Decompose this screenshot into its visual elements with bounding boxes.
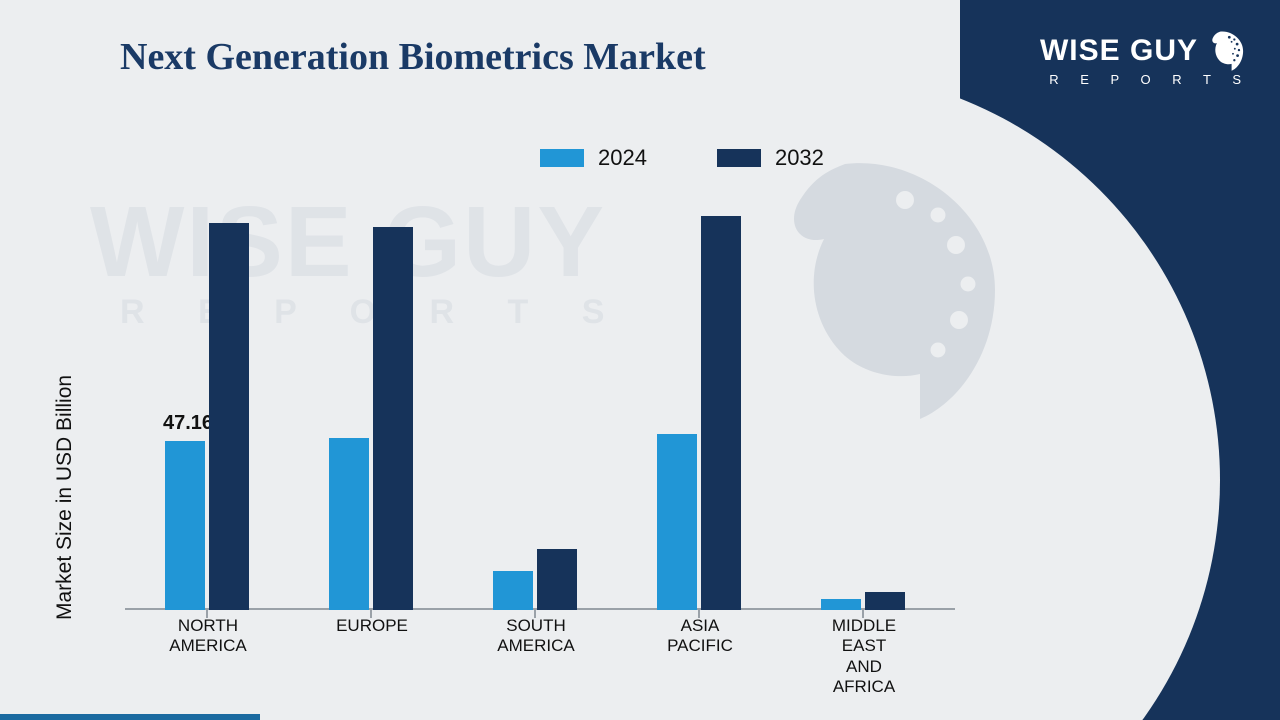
category-label-1: EUROPE — [299, 616, 445, 636]
bar-2032-4 — [865, 592, 905, 610]
chart-area: Market Size in USD Billion 47.16 NORTHAM… — [75, 150, 955, 660]
bar-2024-4 — [821, 599, 861, 610]
category-label-2: SOUTHAMERICA — [463, 616, 609, 657]
bar-2024-3 — [657, 434, 697, 610]
category-label-3: ASIAPACIFIC — [627, 616, 773, 657]
bar-value-label: 47.16 — [163, 412, 213, 435]
y-axis-label: Market Size in USD Billion — [53, 375, 77, 620]
bar-2032-0 — [209, 223, 249, 610]
logo-text-1: WISE GUY — [1040, 34, 1198, 68]
bar-2024-0 — [165, 441, 205, 610]
plot-area: 47.16 NORTHAMERICAEUROPESOUTHAMERICAASIA… — [125, 180, 955, 610]
category-label-0: NORTHAMERICA — [135, 616, 281, 657]
bar-2032-1 — [373, 227, 413, 610]
bottom-accent-bar — [0, 714, 260, 720]
logo-text-2: R E P O R T S — [1040, 72, 1250, 87]
bar-2024-2 — [493, 571, 533, 610]
category-label-4: MIDDLEEASTANDAFRICA — [791, 616, 937, 698]
bar-2024-1 — [329, 438, 369, 610]
bar-2032-2 — [537, 549, 577, 610]
bar-2032-3 — [701, 216, 741, 610]
brand-logo: WISE GUY R E P O R T S — [1040, 28, 1250, 87]
chart-title: Next Generation Biometrics Market — [120, 35, 706, 79]
head-icon — [1204, 28, 1250, 74]
chart-canvas: WISE GUY R E P O R T S WISE GUY R — [0, 0, 1280, 720]
